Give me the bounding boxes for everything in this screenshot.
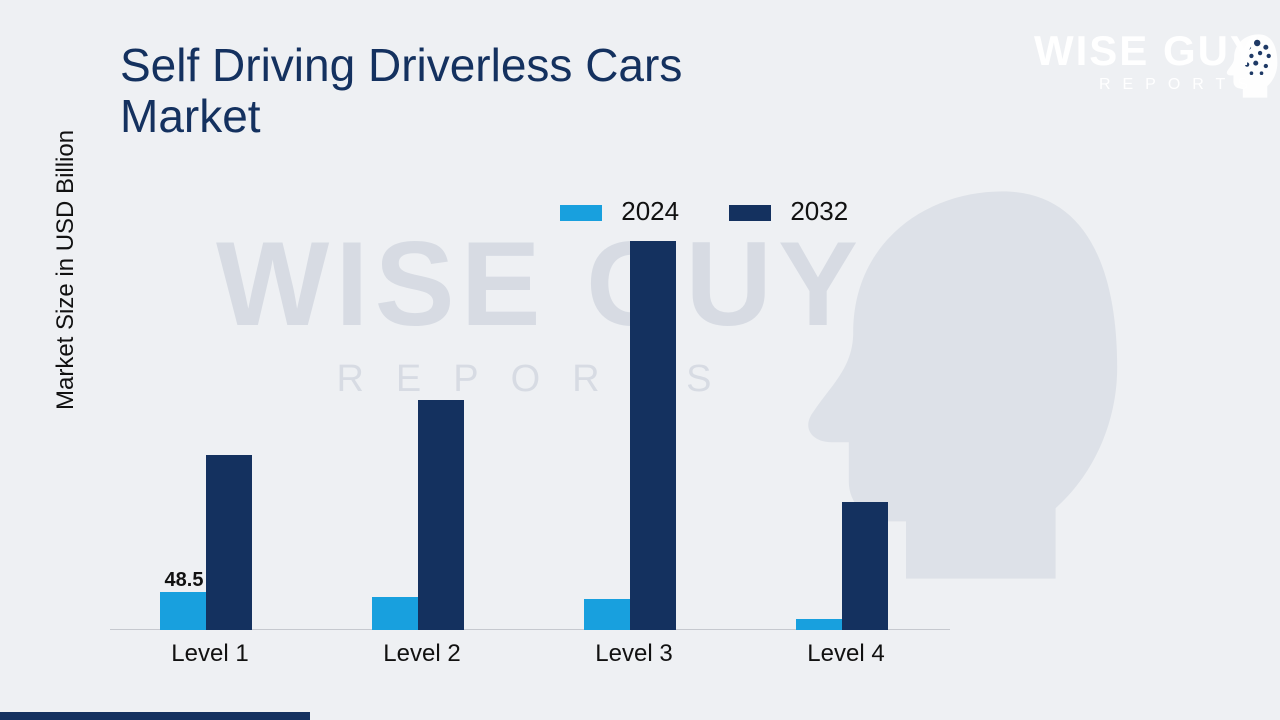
bar-value-label: 48.5	[154, 569, 214, 592]
brand-logo: WISE GUY REPORTS	[1034, 30, 1260, 94]
legend: 2024 2032	[560, 196, 848, 227]
legend-item-2024: 2024	[560, 196, 679, 227]
bar-b	[630, 241, 676, 630]
plot-area: 48.5Level 1Level 2Level 3Level 4	[110, 225, 950, 630]
bar-b	[418, 400, 464, 630]
legend-label-a: 2024	[621, 196, 679, 226]
brand-main: WISE GUY	[1034, 30, 1260, 72]
chart-title: Self Driving Driverless Cars Market	[120, 40, 820, 141]
legend-item-2032: 2032	[729, 196, 848, 227]
x-tick-label: Level 2	[322, 640, 522, 668]
brand-panel	[960, 0, 1280, 720]
footer-accent-bar	[0, 712, 310, 720]
legend-label-b: 2032	[790, 196, 848, 226]
legend-swatch-b	[729, 205, 771, 221]
legend-swatch-a	[560, 205, 602, 221]
x-tick-label: Level 4	[746, 640, 946, 668]
bar-b	[842, 502, 888, 631]
chart-canvas: WISE GUY REPORTS WISE GUY REPORTS Self D…	[0, 0, 1280, 720]
x-tick-label: Level 3	[534, 640, 734, 668]
x-tick-label: Level 1	[110, 640, 310, 668]
brand-sub: REPORTS	[1034, 76, 1260, 94]
bar-a	[584, 599, 630, 630]
y-axis-label: Market Size in USD Billion	[52, 130, 80, 410]
bar-a	[372, 597, 418, 630]
bar-b	[206, 455, 252, 630]
bar-a	[796, 619, 842, 630]
bar-a: 48.5	[160, 592, 206, 630]
